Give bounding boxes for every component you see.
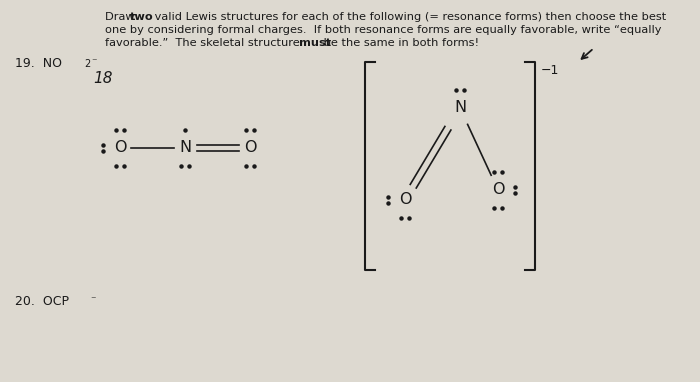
Text: favorable.”  The skeletal structure: favorable.” The skeletal structure bbox=[105, 38, 303, 48]
Text: 19.  NO: 19. NO bbox=[15, 57, 62, 70]
Text: ⁻: ⁻ bbox=[90, 295, 95, 305]
Text: 18: 18 bbox=[93, 71, 113, 86]
Text: valid Lewis structures for each of the following (= resonance forms) then choose: valid Lewis structures for each of the f… bbox=[151, 12, 666, 22]
Text: Draw: Draw bbox=[105, 12, 139, 22]
Text: 20.  OCP: 20. OCP bbox=[15, 295, 69, 308]
Text: N: N bbox=[179, 141, 191, 155]
Text: 2: 2 bbox=[84, 59, 90, 69]
Text: one by considering formal charges.  If both resonance forms are equally favorabl: one by considering formal charges. If bo… bbox=[105, 25, 662, 35]
Text: must: must bbox=[299, 38, 331, 48]
Text: −1: −1 bbox=[541, 64, 559, 77]
Text: ⁻: ⁻ bbox=[91, 57, 97, 67]
Text: O: O bbox=[113, 141, 126, 155]
Text: O: O bbox=[244, 141, 256, 155]
Text: O: O bbox=[491, 183, 504, 197]
Text: N: N bbox=[454, 100, 466, 115]
Text: be the same in both forms!: be the same in both forms! bbox=[320, 38, 479, 48]
Text: O: O bbox=[399, 193, 412, 207]
Text: two: two bbox=[130, 12, 153, 22]
